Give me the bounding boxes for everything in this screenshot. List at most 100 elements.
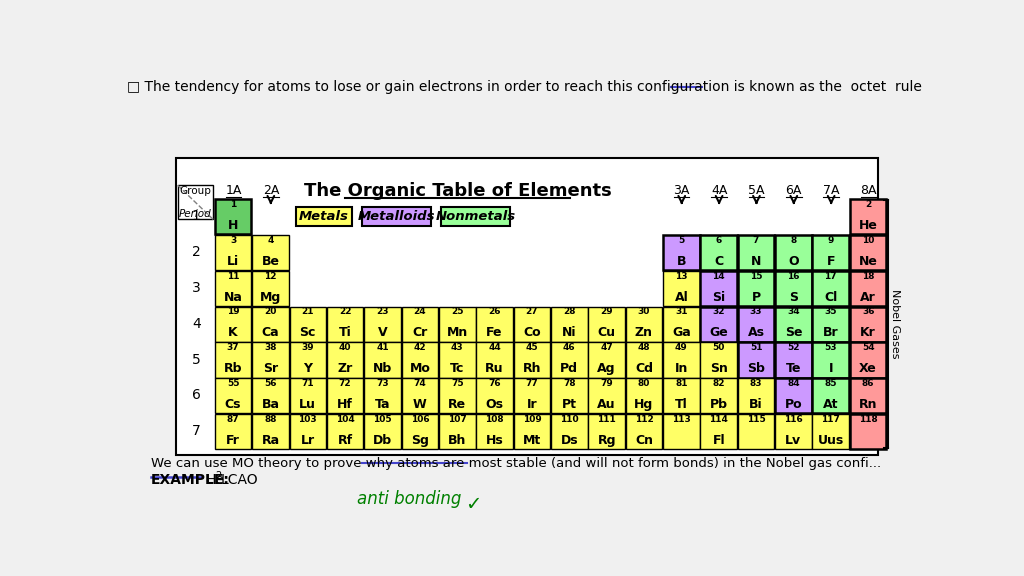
Text: 14: 14 bbox=[713, 272, 725, 281]
Bar bbox=[589, 414, 625, 449]
Text: Tl: Tl bbox=[675, 398, 688, 411]
Bar bbox=[700, 235, 737, 270]
Text: 3: 3 bbox=[191, 281, 201, 295]
Bar bbox=[850, 343, 887, 377]
Text: C: C bbox=[714, 255, 723, 268]
Text: At: At bbox=[823, 398, 839, 411]
Text: Nonmetals: Nonmetals bbox=[435, 210, 515, 223]
Bar bbox=[551, 306, 588, 342]
Text: Xe: Xe bbox=[859, 362, 877, 375]
Bar bbox=[296, 207, 351, 226]
Bar bbox=[439, 343, 475, 377]
Text: As: As bbox=[748, 327, 765, 339]
Text: 110: 110 bbox=[560, 415, 579, 424]
Text: 71: 71 bbox=[301, 379, 314, 388]
Text: H: H bbox=[228, 219, 239, 232]
Bar bbox=[365, 306, 400, 342]
Text: 113: 113 bbox=[672, 415, 691, 424]
Bar bbox=[441, 207, 510, 226]
Text: Ra: Ra bbox=[261, 434, 280, 447]
Text: 86: 86 bbox=[862, 379, 874, 388]
Bar bbox=[551, 414, 588, 449]
Text: Ca: Ca bbox=[262, 327, 280, 339]
Text: 56: 56 bbox=[264, 379, 276, 388]
Text: Kr: Kr bbox=[860, 327, 876, 339]
Text: Uus: Uus bbox=[817, 434, 844, 447]
Bar bbox=[215, 271, 251, 306]
Text: 34: 34 bbox=[787, 308, 800, 316]
Text: 4A: 4A bbox=[711, 184, 727, 198]
Text: 26: 26 bbox=[488, 308, 501, 316]
Bar bbox=[700, 271, 737, 306]
Text: Li: Li bbox=[227, 255, 240, 268]
Text: Ag: Ag bbox=[597, 362, 615, 375]
Text: N: N bbox=[751, 255, 761, 268]
Text: 5: 5 bbox=[191, 353, 201, 366]
Text: Ru: Ru bbox=[485, 362, 504, 375]
Text: Ga: Ga bbox=[672, 327, 691, 339]
Text: 82: 82 bbox=[713, 379, 725, 388]
Bar bbox=[589, 343, 625, 377]
Bar bbox=[737, 414, 774, 449]
Text: 20: 20 bbox=[264, 308, 276, 316]
Bar bbox=[215, 343, 251, 377]
Text: 72: 72 bbox=[339, 379, 351, 388]
Text: S: S bbox=[788, 290, 798, 304]
Text: Ni: Ni bbox=[562, 327, 577, 339]
Bar bbox=[401, 306, 438, 342]
Text: 108: 108 bbox=[485, 415, 504, 424]
Text: 32: 32 bbox=[713, 308, 725, 316]
Text: 1A: 1A bbox=[225, 184, 242, 198]
Bar bbox=[700, 343, 737, 377]
Text: Au: Au bbox=[597, 398, 615, 411]
Bar bbox=[775, 378, 812, 414]
Text: Pd: Pd bbox=[560, 362, 579, 375]
Text: He: He bbox=[206, 472, 224, 487]
Text: 35: 35 bbox=[824, 308, 837, 316]
Text: Lu: Lu bbox=[299, 398, 316, 411]
Text: Sb: Sb bbox=[748, 362, 765, 375]
Text: Si: Si bbox=[712, 290, 725, 304]
Text: Mt: Mt bbox=[523, 434, 541, 447]
Bar bbox=[327, 343, 364, 377]
Text: Ti: Ti bbox=[339, 327, 351, 339]
Bar bbox=[850, 235, 887, 270]
Bar bbox=[664, 271, 699, 306]
Text: 7: 7 bbox=[753, 236, 759, 245]
Text: 11: 11 bbox=[227, 272, 240, 281]
Text: 111: 111 bbox=[597, 415, 616, 424]
Text: Metals: Metals bbox=[299, 210, 348, 223]
Bar bbox=[252, 235, 289, 270]
Text: Lv: Lv bbox=[785, 434, 802, 447]
Text: 105: 105 bbox=[373, 415, 392, 424]
Text: Ar: Ar bbox=[860, 290, 876, 304]
Text: 22: 22 bbox=[339, 308, 351, 316]
Text: Sc: Sc bbox=[300, 327, 316, 339]
Text: Mg: Mg bbox=[260, 290, 281, 304]
Text: 117: 117 bbox=[821, 415, 841, 424]
Text: Hg: Hg bbox=[635, 398, 653, 411]
Text: Zn: Zn bbox=[635, 327, 653, 339]
Bar bbox=[439, 306, 475, 342]
Text: Ir: Ir bbox=[526, 398, 538, 411]
Text: 36: 36 bbox=[862, 308, 874, 316]
Bar bbox=[476, 378, 513, 414]
Text: 33: 33 bbox=[750, 308, 762, 316]
Text: 118: 118 bbox=[859, 415, 878, 424]
Text: 4: 4 bbox=[267, 236, 273, 245]
Text: P: P bbox=[752, 290, 761, 304]
Bar bbox=[252, 271, 289, 306]
Text: Cu: Cu bbox=[598, 327, 615, 339]
Text: 6A: 6A bbox=[785, 184, 802, 198]
Text: 30: 30 bbox=[638, 308, 650, 316]
Text: He: He bbox=[859, 219, 878, 232]
Bar bbox=[812, 414, 849, 449]
Bar bbox=[365, 343, 400, 377]
Text: 55: 55 bbox=[227, 379, 240, 388]
Bar bbox=[589, 378, 625, 414]
Text: Bi: Bi bbox=[750, 398, 763, 411]
Text: 75: 75 bbox=[451, 379, 464, 388]
Text: 2: 2 bbox=[216, 471, 222, 481]
Text: 115: 115 bbox=[746, 415, 765, 424]
Bar bbox=[737, 235, 774, 270]
